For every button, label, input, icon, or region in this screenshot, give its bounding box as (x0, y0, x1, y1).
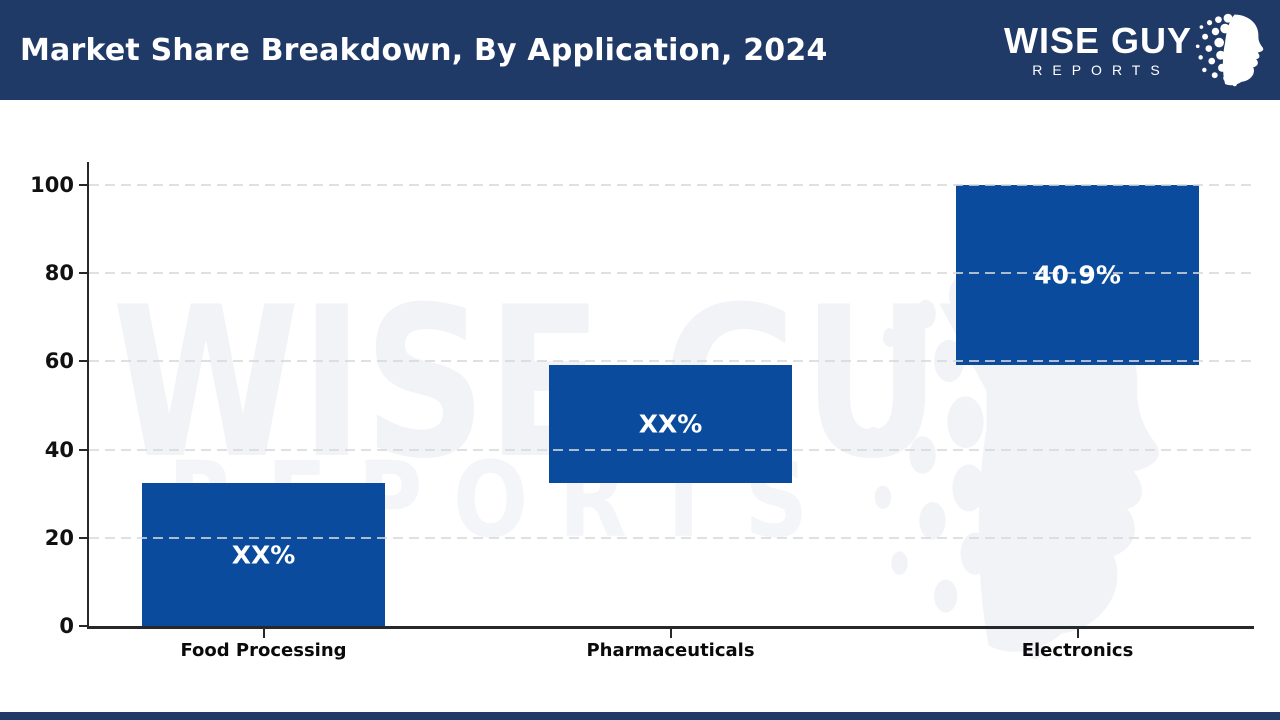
bar-value-label: 40.9% (1034, 260, 1121, 290)
y-tick-40 (79, 448, 87, 451)
brand-logo: WISE GUY REPORTS (1004, 8, 1270, 92)
bar-value-label: XX% (638, 409, 703, 439)
y-tick-0 (79, 625, 87, 627)
head-logo-icon (1195, 13, 1264, 87)
y-tick-label-60: 60 (44, 349, 74, 374)
y-tick-label-20: 20 (44, 525, 74, 550)
x-category-label: Pharmaceuticals (586, 640, 755, 661)
x-category-label: Food Processing (180, 640, 347, 661)
x-tick-0 (262, 629, 265, 638)
y-tick-20 (79, 536, 87, 539)
page-title: Market Share Breakdown, By Application, … (20, 32, 828, 68)
bar-pharmaceuticals (549, 365, 792, 484)
footer-bar (0, 712, 1280, 720)
gridline-80 (89, 272, 1253, 275)
y-tick-label-80: 80 (44, 261, 74, 286)
y-tick-label-40: 40 (44, 437, 74, 462)
bar-value-label: XX% (231, 540, 296, 570)
gridline-40 (89, 448, 1253, 451)
bar-food-processing (142, 483, 385, 626)
y-tick-label-0: 0 (59, 614, 74, 638)
x-tick-1 (669, 629, 672, 638)
y-tick-label-100: 100 (30, 173, 74, 197)
y-tick-80 (79, 272, 87, 275)
x-axis-line (87, 626, 1254, 629)
y-axis-line (87, 162, 89, 627)
x-tick-2 (1076, 629, 1079, 638)
brand-subname: REPORTS (1032, 62, 1170, 78)
x-category-label: Electronics (1021, 640, 1134, 661)
brand-name: WISE GUY (1003, 20, 1192, 61)
header-bar: Market Share Breakdown, By Application, … (0, 0, 1280, 100)
y-tick-60 (79, 360, 87, 363)
brand-logo-text: WISE GUY REPORTS (1003, 20, 1192, 78)
gridline-60 (89, 360, 1253, 363)
gridline-100 (89, 184, 1253, 186)
gridline-20 (89, 536, 1253, 539)
y-tick-100 (79, 184, 87, 186)
